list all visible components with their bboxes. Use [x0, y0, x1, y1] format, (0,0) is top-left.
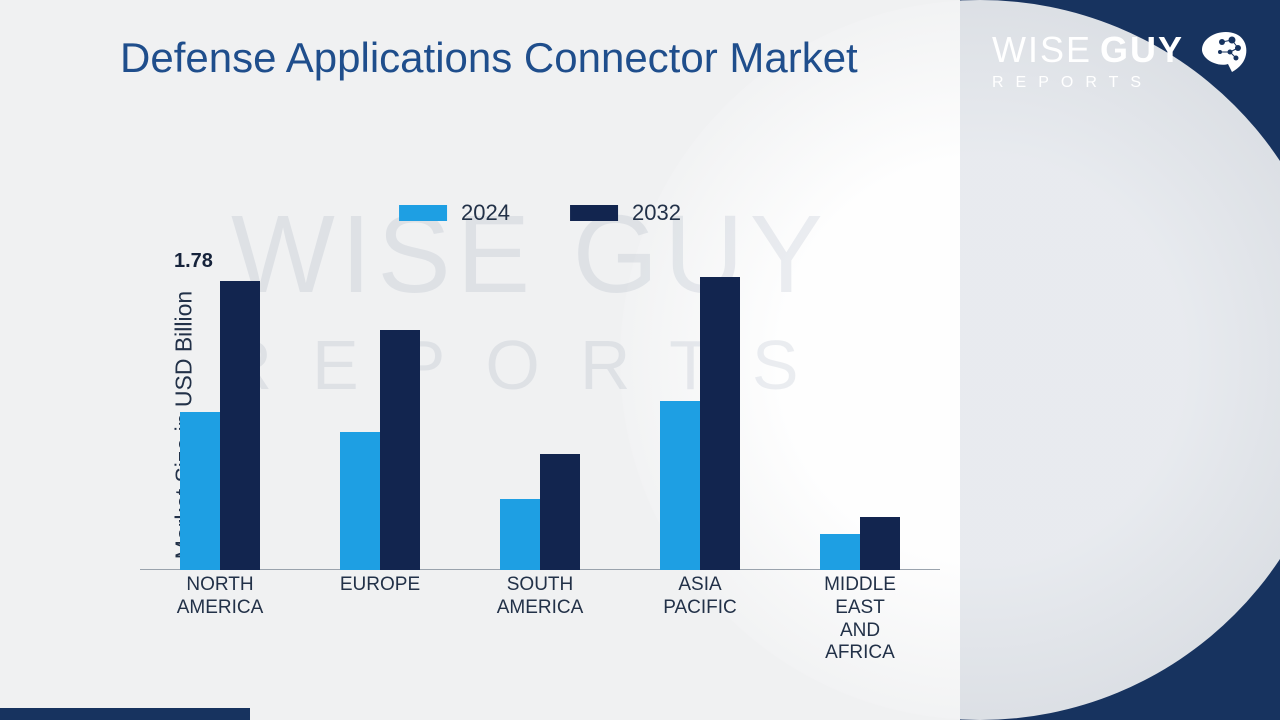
bar-2024 — [180, 412, 220, 570]
x-tick-label: EUROPE — [310, 574, 450, 665]
legend-swatch-2032 — [570, 205, 618, 221]
chart-title: Defense Applications Connector Market — [120, 34, 880, 82]
x-tick-label: SOUTHAMERICA — [470, 574, 610, 665]
legend-item-2024: 2024 — [399, 200, 510, 226]
legend-label-2024: 2024 — [461, 200, 510, 226]
bar-2032 — [700, 277, 740, 570]
chart: Market Size in USD Billion 2024 2032 1.7… — [60, 170, 940, 680]
brand-logo: WISE GUY REPORTS — [992, 28, 1252, 92]
bar-2024 — [500, 499, 540, 570]
bar-group: 1.78 — [180, 250, 260, 570]
legend: 2024 2032 — [399, 200, 681, 226]
bar-2032 — [860, 517, 900, 570]
logo-text-wise: WISE — [992, 32, 1092, 68]
bar-2032 — [540, 454, 580, 570]
legend-label-2032: 2032 — [632, 200, 681, 226]
bar-group — [820, 250, 900, 570]
bar-group — [340, 250, 420, 570]
bar-value-label: 1.78 — [174, 250, 213, 408]
logo-text-guy: GUY — [1100, 32, 1184, 68]
bar-2024 — [660, 401, 700, 570]
legend-item-2032: 2032 — [570, 200, 681, 226]
logo-head-icon — [1192, 28, 1252, 72]
bar-2032 — [380, 330, 420, 570]
x-tick-label: NORTHAMERICA — [150, 574, 290, 665]
legend-swatch-2024 — [399, 205, 447, 221]
plot-area: 2024 2032 1.78 — [140, 200, 940, 570]
x-tick-label: ASIAPACIFIC — [630, 574, 770, 665]
logo-text-reports: REPORTS — [992, 74, 1252, 92]
x-tick-label: MIDDLEEASTANDAFRICA — [790, 574, 930, 665]
x-axis-labels: NORTHAMERICAEUROPESOUTHAMERICAASIAPACIFI… — [140, 574, 940, 665]
bar-2024 — [820, 534, 860, 570]
bar-2024 — [340, 432, 380, 570]
bar-group — [500, 250, 580, 570]
bar-groups: 1.78 — [140, 250, 940, 570]
bar-group — [660, 250, 740, 570]
bottom-accent-bar — [0, 708, 250, 720]
bar-2032 — [220, 281, 260, 570]
